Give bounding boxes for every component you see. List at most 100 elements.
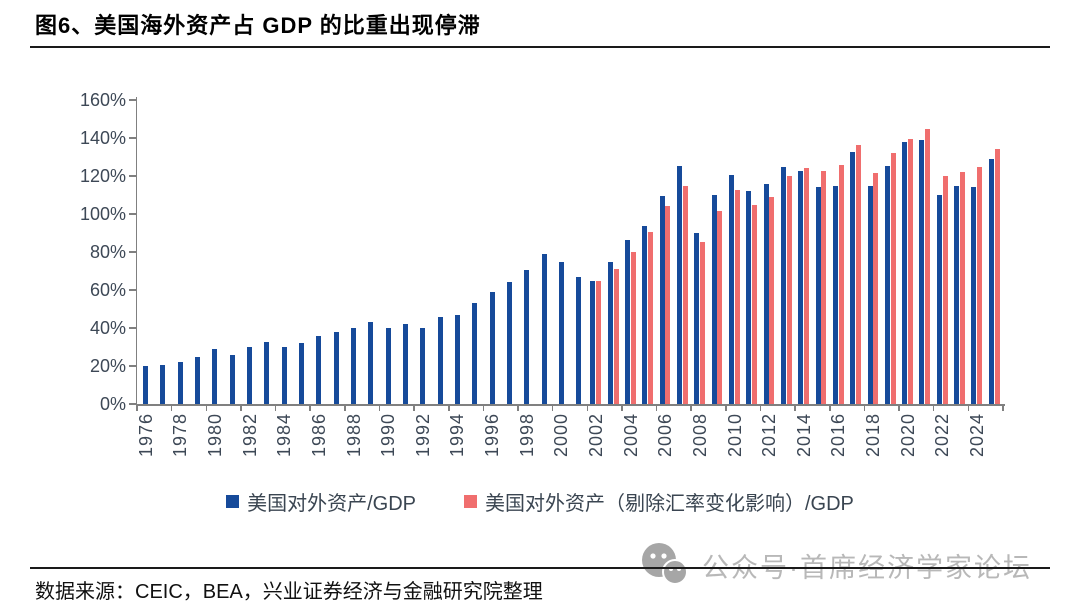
watermark-text: 公众号·首席经济学家论坛 [702, 552, 1032, 583]
bar-2006-series1 [659, 195, 665, 404]
bar-2008-series1 [694, 233, 700, 404]
blue-swatch-icon [226, 495, 240, 508]
bar-2023-series1 [954, 186, 960, 404]
x-axis-label: 1976 [135, 413, 156, 458]
bar-2012-series1 [763, 183, 769, 404]
bar-2007-series1 [676, 165, 682, 404]
bar-2015-series2 [821, 171, 827, 404]
y-axis-tick [129, 99, 136, 101]
bar-1981-series1 [229, 354, 235, 404]
x-axis-label: 2020 [897, 413, 918, 458]
x-axis-label: 2000 [551, 413, 572, 458]
x-axis-tick [690, 405, 692, 411]
y-axis-tick [129, 137, 136, 139]
bar-2003-series1 [607, 261, 613, 404]
bar-2018-series2 [873, 173, 879, 404]
bar-1992-series1 [420, 328, 426, 404]
bar-2022-series2 [942, 176, 948, 404]
x-axis-tick [863, 405, 866, 411]
x-axis-tick [1002, 405, 1004, 411]
bar-2009-series2 [717, 211, 723, 404]
x-axis-label: 2024 [967, 413, 988, 458]
bar-2010-series1 [728, 175, 734, 404]
y-axis-tick [129, 213, 136, 215]
bar-1994-series1 [454, 314, 460, 404]
x-axis-tick [759, 405, 762, 411]
bar-1976-series1 [143, 366, 149, 404]
bar-2019-series1 [884, 165, 890, 404]
x-axis-tick [967, 405, 970, 411]
bar-2007-series2 [682, 185, 688, 404]
bar-1991-series1 [402, 324, 408, 404]
bar-2020-series1 [902, 141, 908, 404]
bar-2004-series2 [630, 252, 636, 404]
bar-1989-series1 [368, 322, 374, 404]
page-title: 图6、美国海外资产占 GDP 的比重出现停滞 [35, 13, 481, 38]
bar-1982-series1 [247, 347, 253, 404]
y-axis-tick [129, 403, 136, 405]
bar-2006-series2 [665, 206, 671, 404]
x-axis-tick [725, 405, 727, 411]
bar-2012-series2 [769, 196, 775, 404]
x-axis-label: 2014 [793, 413, 814, 458]
x-axis-tick [551, 405, 554, 411]
x-axis-label: 1986 [308, 413, 329, 458]
bar-2020-series2 [907, 138, 913, 404]
x-axis-label: 2018 [863, 413, 884, 458]
y-axis-label: 100% [79, 204, 126, 224]
x-axis-label: 2022 [932, 413, 953, 458]
bar-1997-series1 [506, 282, 512, 404]
bar-2005-series1 [642, 226, 648, 404]
bar-1996-series1 [489, 291, 495, 404]
bar-1980-series1 [212, 348, 218, 404]
x-axis-tick [829, 405, 831, 411]
x-axis-label: 1978 [170, 413, 191, 458]
x-axis-tick [898, 405, 900, 411]
bar-2011-series2 [752, 204, 758, 404]
bar-1987-series1 [333, 331, 339, 404]
bar-2018-series1 [867, 186, 873, 404]
x-axis [135, 404, 1005, 406]
x-axis-label: 2010 [724, 413, 745, 458]
bar-1983-series1 [264, 342, 270, 404]
y-axis-label: 20% [89, 356, 126, 376]
x-axis-label: 1984 [274, 413, 295, 458]
bar-1990-series1 [385, 328, 391, 404]
x-axis-tick [517, 405, 519, 411]
x-axis-tick [240, 405, 242, 411]
bar-2016-series2 [838, 164, 844, 404]
wechat-icon [642, 543, 688, 585]
bar-2016-series1 [832, 185, 838, 404]
x-axis-label: 2002 [585, 413, 606, 458]
legend-label: 美国对外资产（剔除汇率变化影响）/GDP [485, 493, 854, 515]
y-axis-label: 140% [79, 128, 126, 148]
bar-2022-series1 [936, 195, 942, 404]
bar-2004-series1 [625, 239, 631, 404]
bar-1999-series1 [541, 253, 547, 404]
bar-1998-series1 [524, 270, 530, 404]
bar-2017-series1 [850, 152, 856, 404]
x-axis-label: 2016 [828, 413, 849, 458]
x-axis-tick [482, 405, 485, 411]
bar-2021-series1 [919, 139, 925, 404]
x-axis-tick [655, 405, 658, 411]
x-axis-tick [378, 405, 381, 411]
x-axis-label: 2006 [655, 413, 676, 458]
bar-1986-series1 [316, 335, 322, 404]
y-axis-label: 160% [79, 90, 126, 110]
x-axis-tick [170, 405, 173, 411]
bar-2002-series2 [596, 281, 602, 404]
y-axis-label: 0% [99, 394, 126, 414]
x-axis-tick [309, 405, 311, 411]
x-axis-tick [413, 405, 415, 411]
y-axis-tick [129, 175, 136, 177]
bar-1988-series1 [351, 328, 356, 404]
bar-2003-series2 [613, 269, 619, 404]
footer-divider [30, 567, 1050, 569]
x-axis-label: 1980 [204, 413, 225, 458]
bar-2014-series2 [804, 168, 810, 404]
bar-1978-series1 [177, 362, 183, 404]
y-axis-label: 60% [89, 280, 126, 300]
bar-2000-series1 [558, 262, 564, 404]
